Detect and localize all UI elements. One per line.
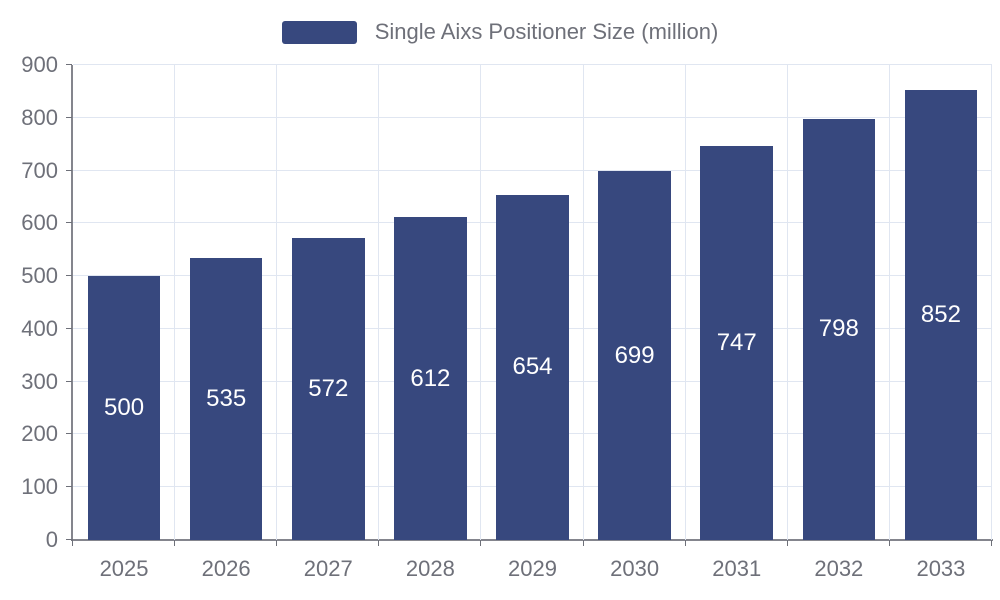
y-axis-tick xyxy=(66,486,72,488)
bar-slot: 798 xyxy=(788,65,890,540)
bar-slot: 500 xyxy=(73,65,175,540)
bar-2026[interactable]: 535 xyxy=(189,257,263,540)
x-axis-tick-label: 2029 xyxy=(508,556,557,581)
x-axis-tick xyxy=(174,540,176,546)
x-axis-tick-label: 2032 xyxy=(814,556,864,581)
x-axis-tick xyxy=(378,540,380,546)
x-gridline xyxy=(276,65,278,540)
legend-item[interactable]: Single Aixs Positioner Size (million) xyxy=(0,19,1000,45)
bar-value-label: 535 xyxy=(206,384,247,412)
y-gridline xyxy=(73,64,992,65)
y-axis-tick-label: 0 xyxy=(45,527,58,552)
bar-value-label: 852 xyxy=(920,301,961,329)
y-axis-tick-label: 200 xyxy=(21,421,58,447)
bar-value-label: 612 xyxy=(410,364,451,392)
x-axis-tick xyxy=(888,540,890,546)
bars-group: 500 535 572 612 654 699 747 798 852 xyxy=(73,65,992,540)
legend-label: Single Aixs Positioner Size (million) xyxy=(374,19,719,44)
bar-value-label: 572 xyxy=(308,375,349,403)
bar-slot: 747 xyxy=(686,65,788,540)
x-axis-tick-label: 2027 xyxy=(303,556,353,581)
y-axis-tick xyxy=(66,222,72,224)
y-axis-tick-label: 100 xyxy=(21,474,58,500)
bar-slot: 572 xyxy=(277,65,379,540)
y-axis-tick-label: 300 xyxy=(21,368,58,394)
x-gridline xyxy=(684,65,686,540)
bar-slot: 852 xyxy=(890,65,992,540)
y-gridline xyxy=(73,116,992,118)
bar-2025[interactable]: 500 xyxy=(87,276,161,540)
x-axis-tick xyxy=(72,540,73,546)
bar-value-label: 699 xyxy=(614,341,655,369)
y-axis-tick xyxy=(66,380,72,382)
x-gridline xyxy=(378,65,380,540)
x-axis-tick-label: 2025 xyxy=(99,556,149,581)
y-axis-tick-label: 600 xyxy=(21,210,58,236)
x-axis-tick xyxy=(582,540,584,546)
y-axis-tick xyxy=(66,433,72,435)
bar-slot: 699 xyxy=(584,65,686,540)
bar-slot: 654 xyxy=(481,65,583,540)
x-gridline xyxy=(480,65,482,540)
x-gridline xyxy=(582,65,584,540)
bar-2033[interactable]: 852 xyxy=(904,90,978,540)
bar-2032[interactable]: 798 xyxy=(802,118,876,540)
bar-value-label: 500 xyxy=(104,394,145,422)
y-axis-tick xyxy=(66,64,72,65)
x-axis-tick-label: 2030 xyxy=(610,556,660,581)
x-axis-line xyxy=(71,539,993,541)
bar-value-label: 654 xyxy=(512,353,553,381)
bar-slot: 612 xyxy=(379,65,481,540)
bar-2027[interactable]: 572 xyxy=(292,238,365,540)
bar-slot: 535 xyxy=(175,65,277,540)
x-gridline xyxy=(174,65,176,540)
x-gridline xyxy=(991,65,992,540)
x-axis-tick-label: 2031 xyxy=(712,556,762,581)
y-axis-tick xyxy=(66,539,72,540)
x-axis-tick xyxy=(276,540,278,546)
y-axis-tick xyxy=(66,275,72,277)
x-axis-tick xyxy=(480,540,482,546)
y-axis-tick-label: 400 xyxy=(21,315,58,341)
y-axis-tick-label: 800 xyxy=(21,104,58,130)
plot-area: 500 535 572 612 654 699 747 798 852 xyxy=(73,64,992,540)
x-axis-tick xyxy=(991,540,992,546)
y-axis-tick xyxy=(66,169,72,171)
bar-value-label: 798 xyxy=(818,315,859,343)
legend-swatch-icon xyxy=(281,20,357,44)
y-gridline xyxy=(73,169,992,171)
y-axis-tick-label: 700 xyxy=(21,157,58,183)
x-axis-tick xyxy=(684,540,686,546)
x-axis-tick-label: 2028 xyxy=(405,556,455,581)
bar-2030[interactable]: 699 xyxy=(598,171,671,540)
y-axis-line xyxy=(71,65,73,541)
y-axis-tick xyxy=(66,116,72,118)
bar-2029[interactable]: 654 xyxy=(496,194,569,540)
bar-2028[interactable]: 612 xyxy=(394,217,467,540)
x-gridline xyxy=(888,65,890,540)
y-axis-tick xyxy=(66,327,72,329)
x-axis-tick xyxy=(786,540,788,546)
bar-2031[interactable]: 747 xyxy=(700,145,773,540)
y-axis-tick-label: 500 xyxy=(21,263,58,289)
x-axis-tick-label: 2026 xyxy=(201,556,251,581)
y-axis-tick-label: 900 xyxy=(21,52,58,77)
x-gridline xyxy=(786,65,788,540)
x-axis-tick-label: 2033 xyxy=(916,556,966,581)
bar-value-label: 747 xyxy=(716,328,757,356)
